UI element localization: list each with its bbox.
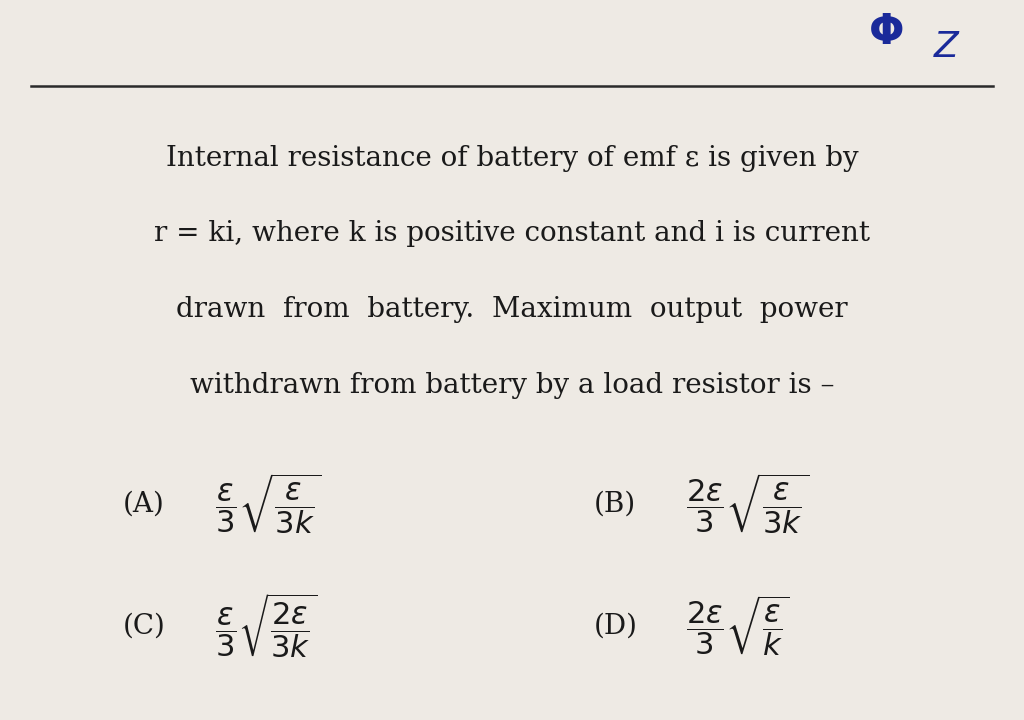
Text: (B): (B) <box>594 490 636 518</box>
Text: $\dfrac{2\varepsilon}{3}\sqrt{\dfrac{\varepsilon}{3k}}$: $\dfrac{2\varepsilon}{3}\sqrt{\dfrac{\va… <box>686 472 809 536</box>
Text: $\dfrac{\varepsilon}{3}\sqrt{\dfrac{\varepsilon}{3k}}$: $\dfrac{\varepsilon}{3}\sqrt{\dfrac{\var… <box>215 472 322 536</box>
Text: withdrawn from battery by a load resistor is –: withdrawn from battery by a load resisto… <box>189 372 835 399</box>
Text: (A): (A) <box>123 490 165 518</box>
Text: (C): (C) <box>123 613 166 640</box>
Text: r = ki, where k is positive constant and i is current: r = ki, where k is positive constant and… <box>154 220 870 248</box>
Text: $\mathbf{\Phi}$: $\mathbf{\Phi}$ <box>868 12 903 53</box>
Text: $\mathit{Z}$: $\mathit{Z}$ <box>933 30 962 64</box>
Text: (D): (D) <box>594 613 638 640</box>
Text: Internal resistance of battery of emf ε is given by: Internal resistance of battery of emf ε … <box>166 145 858 172</box>
Text: $\dfrac{\varepsilon}{3}\sqrt{\dfrac{2\varepsilon}{3k}}$: $\dfrac{\varepsilon}{3}\sqrt{\dfrac{2\va… <box>215 593 317 660</box>
Text: $\dfrac{2\varepsilon}{3}\sqrt{\dfrac{\varepsilon}{k}}$: $\dfrac{2\varepsilon}{3}\sqrt{\dfrac{\va… <box>686 594 790 659</box>
Text: drawn  from  battery.  Maximum  output  power: drawn from battery. Maximum output power <box>176 296 848 323</box>
